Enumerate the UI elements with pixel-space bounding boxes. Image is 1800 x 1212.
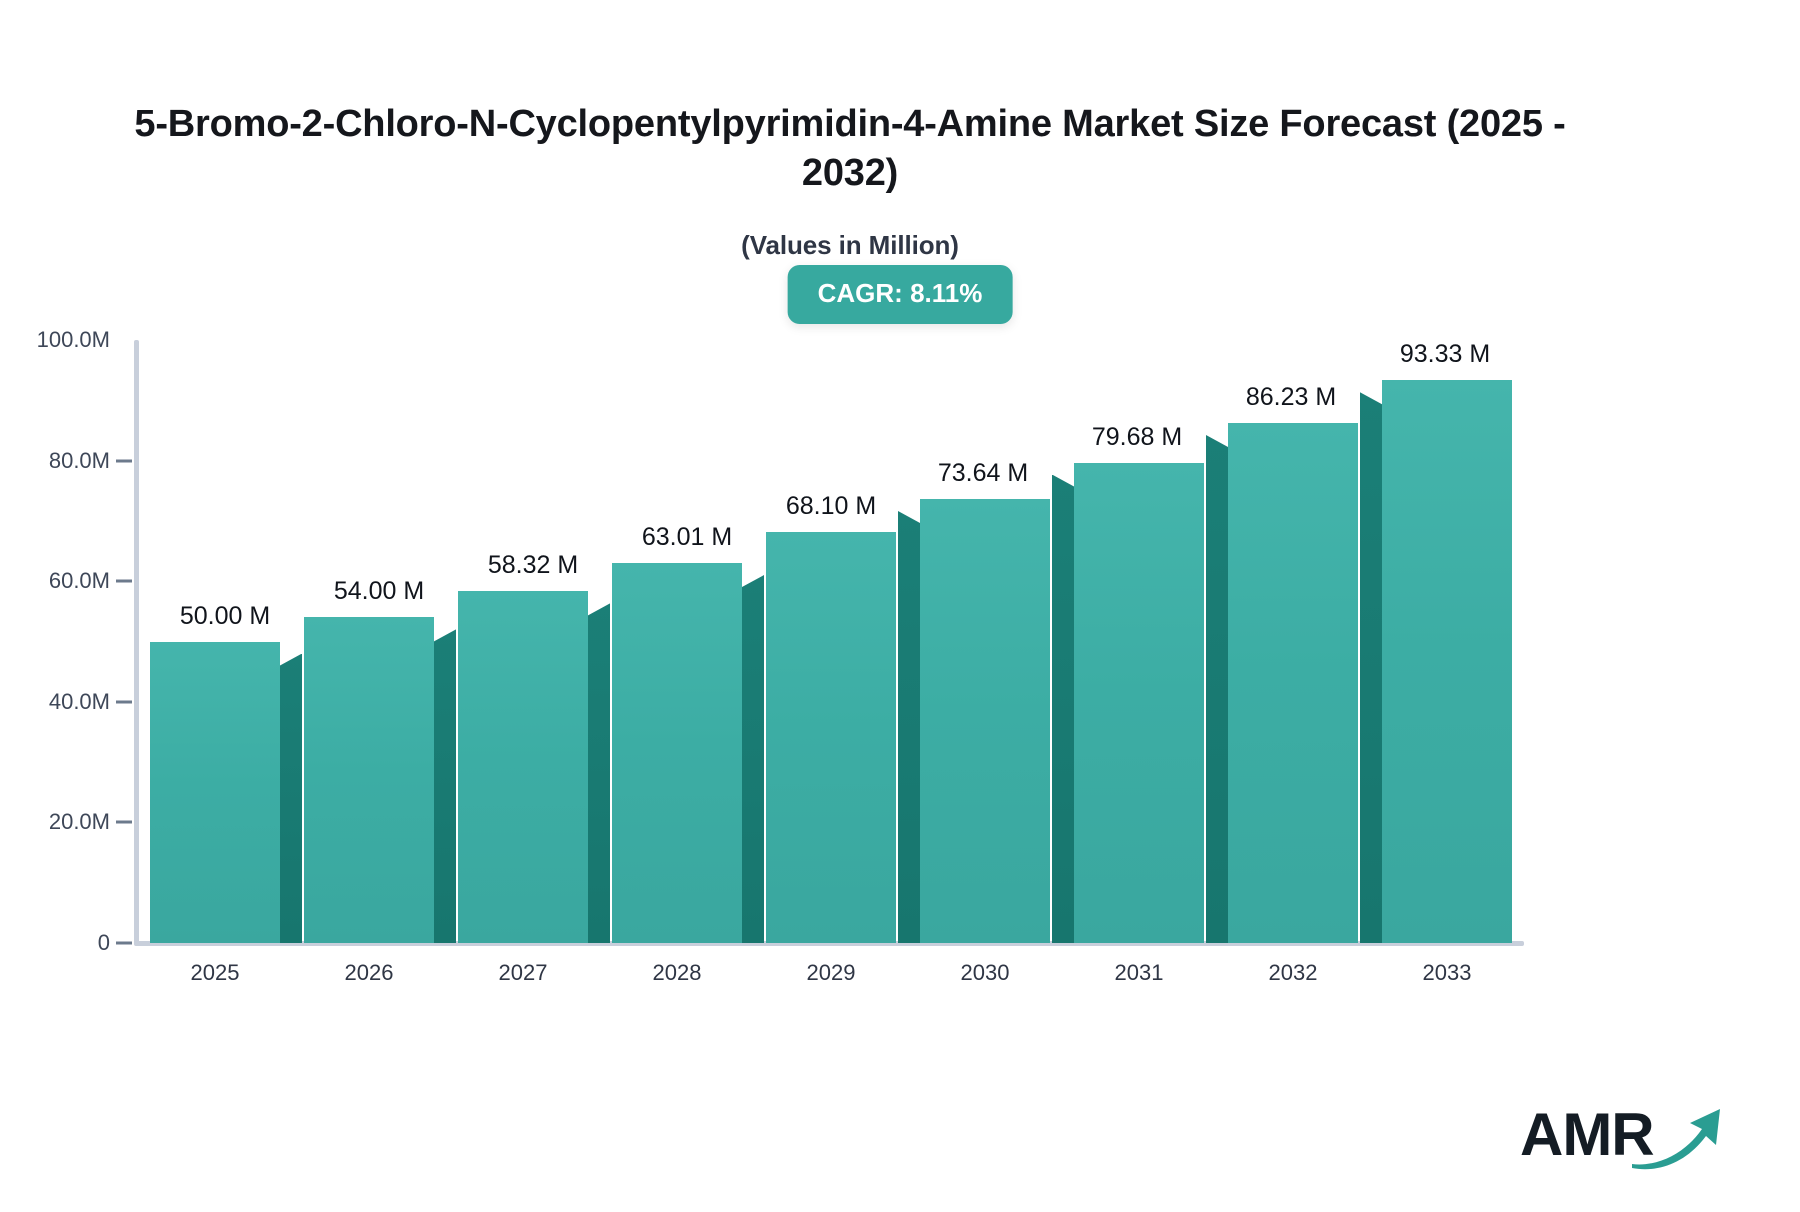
y-axis-tick-label: 20.0M — [48, 809, 110, 835]
bar-side-3d — [434, 629, 456, 943]
bar-side-3d — [742, 575, 764, 943]
y-axis-line — [134, 340, 139, 945]
y-axis-tick-mark — [116, 579, 132, 583]
x-axis-tick-label: 2025 — [190, 960, 240, 985]
bar-face — [1228, 423, 1358, 943]
bar-face — [766, 532, 896, 943]
bar[interactable]: 58.32 M — [458, 551, 610, 943]
bar-face — [920, 498, 1050, 943]
bar-value-label: 79.68 M — [1091, 422, 1183, 451]
x-axis-tick-label: 2027 — [498, 960, 548, 985]
bar-side-3d — [1052, 474, 1074, 943]
bar[interactable]: 93.33 M — [1360, 340, 1512, 943]
bar-face — [1382, 380, 1512, 943]
bar-side-3d — [588, 603, 610, 943]
x-axis-tick-label: 2026 — [344, 960, 394, 985]
bar-value-label: 93.33 M — [1399, 340, 1491, 369]
bar-value-label: 58.32 M — [487, 551, 579, 580]
bar[interactable]: 54.00 M — [304, 577, 456, 943]
x-axis-tick-label: 2028 — [652, 960, 702, 985]
bar-face — [1074, 462, 1204, 943]
bar-value-label: 73.64 M — [937, 458, 1029, 487]
bar-face — [304, 617, 434, 943]
x-axis-tick-label: 2029 — [806, 960, 856, 985]
bar[interactable]: 73.64 M — [898, 459, 1050, 943]
bar-value-label: 54.00 M — [333, 577, 425, 606]
bar[interactable]: 86.23 M — [1206, 383, 1358, 943]
cagr-badge: CAGR: 8.11% — [787, 265, 1013, 324]
y-axis-tick-label: 40.0M — [48, 688, 110, 714]
bar-side-3d — [1360, 392, 1382, 943]
bar-side-3d — [898, 510, 920, 943]
growth-arrow-icon — [1632, 1109, 1720, 1170]
bar-value-label: 63.01 M — [641, 523, 733, 552]
x-axis-tick-label: 2033 — [1422, 960, 1472, 985]
bar-face — [612, 563, 742, 943]
bar[interactable]: 79.68 M — [1052, 423, 1204, 943]
y-axis-tick-label: 60.0M — [48, 568, 110, 594]
chart-subtitle: (Values in Million) — [741, 230, 959, 260]
bar[interactable]: 63.01 M — [612, 523, 764, 943]
bar[interactable]: 68.10 M — [766, 492, 896, 943]
bar-face — [458, 591, 588, 943]
y-axis-tick-mark — [116, 820, 132, 824]
x-axis-line — [134, 941, 1524, 946]
y-axis-tick-mark — [116, 459, 132, 463]
bar-value-label: 68.10 M — [785, 492, 877, 521]
title-block: 5-Bromo-2-Chloro-N-Cyclopentylpyrimidin-… — [100, 100, 1600, 197]
bar-value-label: 50.00 M — [179, 601, 271, 630]
x-axis-tick-label: 2030 — [960, 960, 1010, 985]
bar-face — [150, 641, 280, 943]
y-axis-tick-label: 0 — [97, 930, 110, 955]
chart-title: 5-Bromo-2-Chloro-N-Cyclopentylpyrimidin-… — [134, 103, 1566, 194]
bar[interactable]: 50.00 M — [150, 602, 302, 943]
x-axis-tick-label: 2032 — [1268, 960, 1318, 985]
y-axis-tick-label: 80.0M — [48, 447, 110, 473]
y-axis-tick-label: 100.0M — [36, 327, 110, 352]
y-axis-tick-mark — [116, 941, 132, 945]
y-axis-tick-mark — [116, 700, 132, 704]
bar-side-3d — [1206, 435, 1228, 943]
bar-side-3d — [280, 653, 302, 943]
x-axis-tick-label: 2031 — [1114, 960, 1164, 985]
logo-wordmark: AMR — [1520, 1101, 1655, 1168]
amr-logo: AMR — [1520, 1105, 1720, 1183]
bar-value-label: 86.23 M — [1245, 383, 1337, 412]
